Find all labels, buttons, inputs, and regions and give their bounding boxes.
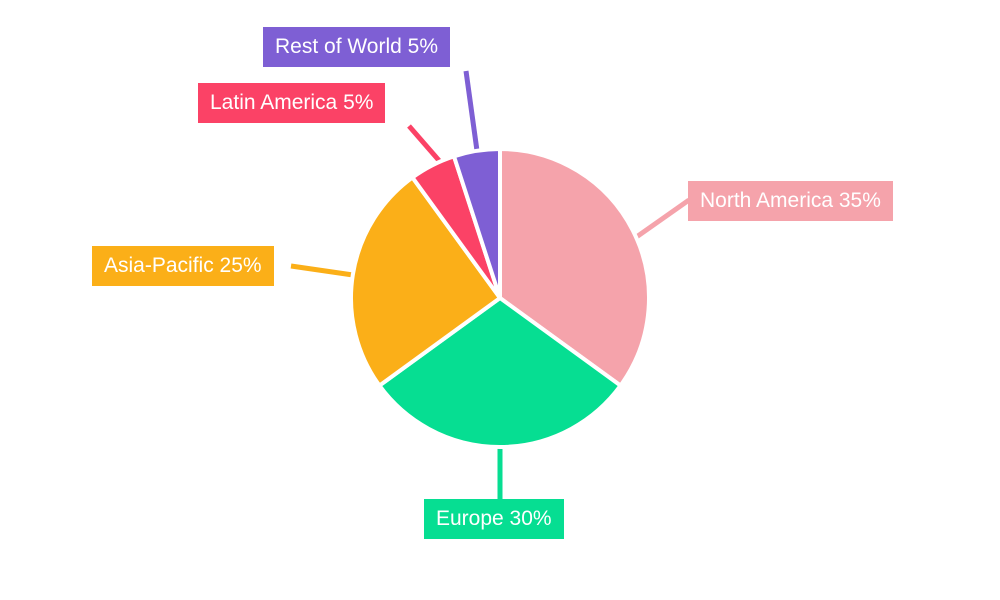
pie-slice-rest-of-world[interactable] [451,147,502,300]
pie-label-latin-america[interactable]: Latin America 5% [198,83,386,123]
leader-line-north-america [633,197,691,241]
pie-label-asia-pacific[interactable]: Asia-Pacific 25% [92,246,274,286]
pie-slice-asia-pacific[interactable] [349,175,502,388]
pie-label-north-america[interactable]: North America 35% [688,181,893,221]
leader-line-asia-pacific [290,263,354,278]
pie-label-europe[interactable]: Europe 30% [424,499,564,539]
leader-line-rest-of-world [463,70,481,159]
pie-slice-europe[interactable] [377,296,623,449]
pie-wedges-group [349,147,651,449]
pie-slice-north-america[interactable] [498,147,651,388]
pie-label-rest-of-world[interactable]: Rest of World 5% [263,27,451,67]
